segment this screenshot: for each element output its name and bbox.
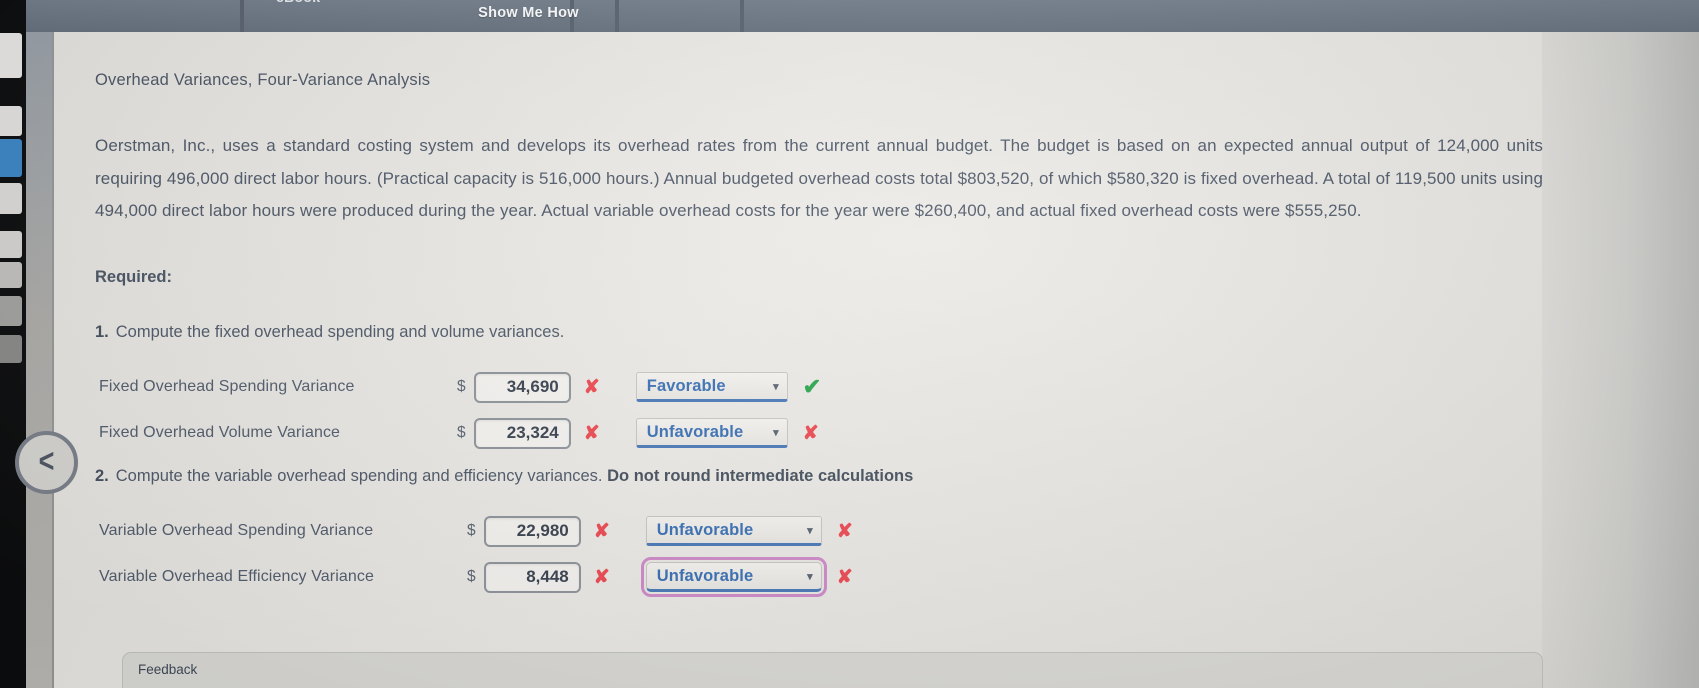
page-title: Overhead Variances, Four-Variance Analys… (95, 71, 431, 89)
correct-mark-icon: ✔ (802, 374, 822, 399)
top-tab-bar: eBook Show Me How (26, 0, 1699, 32)
row-label: Variable Overhead Efficiency Variance (99, 568, 374, 585)
variance-row-variable-efficiency: Variable Overhead Efficiency Variance $ … (99, 557, 853, 597)
incorrect-mark-icon: ✘ (583, 376, 600, 398)
panel-gutter (26, 32, 52, 688)
variance-row-fixed-volume: Fixed Overhead Volume Variance $ ✘ Unfav… (99, 415, 819, 451)
question-2-text: Compute the variable overhead spending a… (115, 467, 608, 485)
select-value: Unfavorable (656, 520, 754, 539)
variable-efficiency-variance-select[interactable]: Unfavorable ▾ (640, 557, 827, 597)
question-1-number: 1. (95, 323, 109, 341)
chevron-down-icon: ▾ (807, 570, 813, 583)
select-value: Unfavorable (646, 422, 744, 441)
row-label: Variable Overhead Spending Variance (99, 522, 374, 539)
chevron-down-icon: ▾ (773, 426, 779, 439)
currency-symbol: $ (457, 424, 466, 441)
row-label: Fixed Overhead Volume Variance (99, 424, 341, 441)
sidebar-thumb-bar (0, 296, 22, 326)
fixed-spending-variance-input[interactable] (473, 371, 571, 403)
sidebar-thumb-bar-active (0, 139, 22, 177)
tab-separator (740, 0, 744, 32)
variance-row-variable-spending: Variable Overhead Spending Variance $ ✘ … (99, 513, 853, 549)
assignment-panel: Overhead Variances, Four-Variance Analys… (52, 32, 1543, 688)
feedback-section-header[interactable]: Feedback (122, 652, 1543, 688)
incorrect-mark-icon: ✘ (593, 520, 610, 542)
incorrect-mark-icon: ✘ (836, 520, 853, 542)
tab-separator (615, 0, 619, 32)
variable-spending-variance-select[interactable]: Unfavorable ▾ (645, 516, 822, 546)
sidebar-thumb-bar (0, 262, 22, 288)
chevron-left-icon: < (38, 441, 55, 480)
tab-separator (570, 0, 574, 32)
sidebar-thumb-bar (0, 335, 22, 363)
question-2: 2. Compute the variable overhead spending… (95, 467, 913, 486)
tab-separator (240, 0, 244, 32)
incorrect-mark-icon: ✘ (583, 422, 600, 444)
tab-show-me-how[interactable]: Show Me How (478, 5, 579, 21)
incorrect-mark-icon: ✘ (836, 566, 853, 588)
chevron-down-icon: ▾ (807, 524, 813, 537)
problem-statement: Oerstman, Inc., uses a standard costing … (95, 136, 1543, 220)
sidebar-thumb-bar (0, 183, 22, 214)
variable-spending-variance-input[interactable] (483, 515, 581, 547)
feedback-label: Feedback (138, 662, 198, 677)
question-1: 1. Compute the fixed overhead spending an… (95, 323, 564, 342)
chevron-down-icon: ▾ (773, 380, 779, 393)
right-margin-area (1542, 32, 1699, 688)
left-thumbnail-strip (0, 0, 26, 688)
row-label: Fixed Overhead Spending Variance (99, 378, 355, 395)
sidebar-thumb-bar (0, 33, 22, 78)
variance-row-fixed-spending: Fixed Overhead Spending Variance $ ✘ Fav… (99, 369, 821, 405)
sidebar-thumb-bar (0, 106, 22, 136)
fixed-volume-variance-input[interactable] (473, 417, 571, 449)
currency-symbol: $ (457, 378, 466, 395)
fixed-spending-variance-select[interactable]: Favorable ▾ (635, 372, 788, 402)
currency-symbol: $ (467, 568, 476, 585)
sidebar-thumb-bar (0, 231, 22, 258)
question-1-text: Compute the fixed overhead spending and … (115, 323, 565, 341)
currency-symbol: $ (467, 522, 476, 539)
question-2-number: 2. (95, 467, 109, 485)
question-2-bold-text: Do not round intermediate calculations (607, 467, 914, 485)
fixed-volume-variance-select[interactable]: Unfavorable ▾ (635, 418, 788, 448)
incorrect-mark-icon: ✘ (593, 566, 610, 588)
incorrect-mark-icon: ✘ (802, 422, 819, 444)
select-value: Favorable (646, 376, 726, 395)
required-heading: Required: (95, 268, 173, 286)
tab-ebook[interactable]: eBook (276, 0, 320, 5)
select-value: Unfavorable (656, 566, 754, 585)
variable-efficiency-variance-input[interactable] (483, 561, 581, 593)
collapse-panel-button[interactable]: < (15, 431, 78, 494)
